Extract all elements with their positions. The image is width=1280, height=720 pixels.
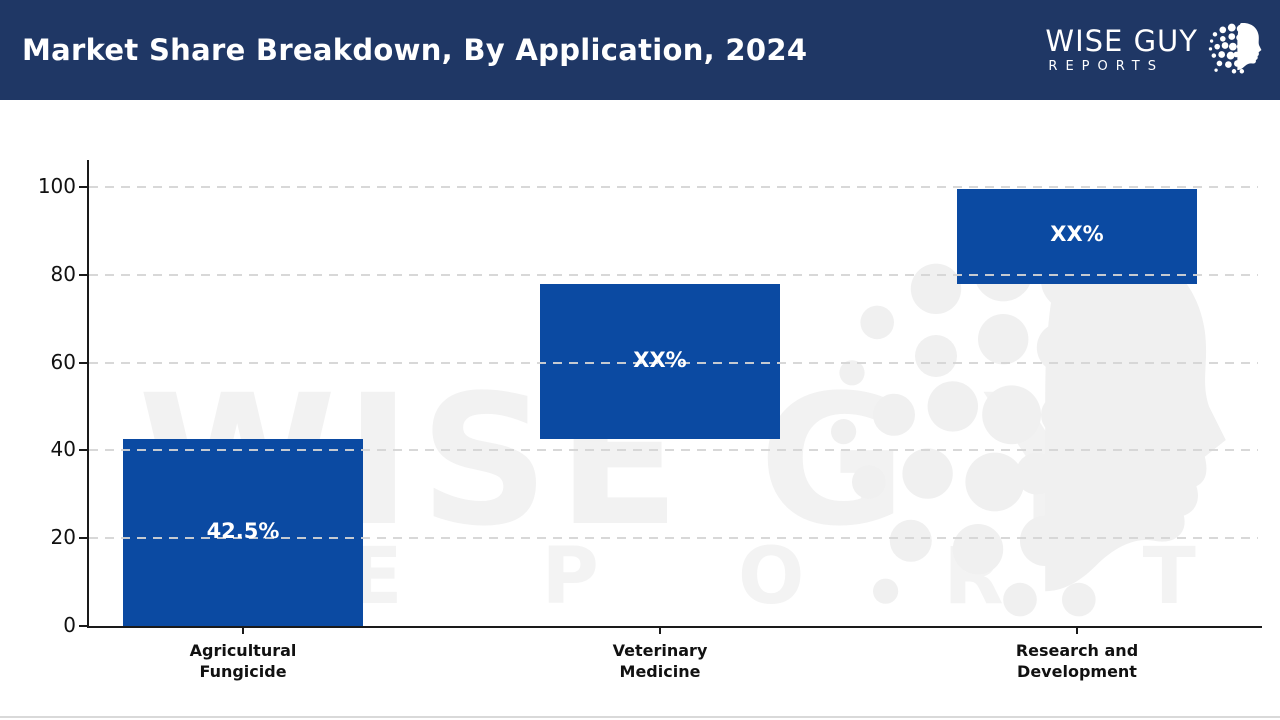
gridline — [89, 186, 1258, 188]
y-tick-mark — [79, 273, 88, 276]
gridline — [89, 361, 1258, 364]
brand-logo: WISE GUY REPORTS — [1045, 15, 1262, 85]
gridline — [89, 273, 1258, 276]
x-category-label-line: Medicine — [619, 662, 701, 681]
bottom-border — [0, 716, 1280, 718]
bar — [540, 283, 780, 440]
x-axis-line — [87, 626, 1262, 628]
y-tick-label: 40 — [50, 437, 76, 462]
y-tick-label: 80 — [50, 261, 76, 286]
x-tick-mark — [1076, 626, 1078, 634]
y-tick-mark — [79, 186, 88, 188]
brand-subtitle: REPORTS — [1048, 59, 1165, 74]
brand-name: WISE GUY — [1045, 24, 1198, 58]
brand-text: WISE GUY REPORTS — [1045, 24, 1198, 74]
x-category-label-line: Agricultural — [189, 641, 297, 660]
bar-value-label: XX% — [1050, 222, 1104, 247]
bar — [123, 439, 363, 626]
x-category-label: Research and Development — [927, 640, 1227, 682]
bar — [957, 189, 1197, 284]
y-tick-label: 0 — [63, 613, 76, 637]
x-tick-mark — [659, 626, 661, 634]
header-bar: Market Share Breakdown, By Application, … — [0, 0, 1280, 100]
page-title: Market Share Breakdown, By Application, … — [22, 33, 808, 67]
x-category-label-line: Research and — [1015, 641, 1139, 660]
y-tick-mark — [79, 537, 88, 540]
y-axis-line — [87, 160, 89, 628]
x-tick-mark — [242, 626, 244, 634]
x-category-label-line: Development — [1017, 662, 1137, 681]
chart-area: WISE G Y R E P O R T S 42.5%XX%XX%020406… — [0, 100, 1280, 720]
x-category-label: Agricultural Fungicide — [93, 640, 393, 682]
bar-value-label: 42.5% — [206, 518, 280, 543]
y-tick-mark — [79, 625, 88, 627]
y-tick-label: 20 — [50, 525, 76, 550]
gridline — [89, 449, 1258, 452]
y-tick-label: 60 — [50, 349, 76, 374]
x-category-label: Veterinary Medicine — [510, 640, 810, 682]
y-tick-mark — [79, 361, 88, 364]
x-category-label-line: Fungicide — [199, 662, 287, 681]
gridline — [89, 537, 1258, 540]
y-tick-mark — [79, 449, 88, 452]
x-category-label-line: Veterinary — [612, 641, 708, 660]
bar-value-label: XX% — [633, 347, 687, 372]
y-tick-label: 100 — [37, 174, 76, 198]
